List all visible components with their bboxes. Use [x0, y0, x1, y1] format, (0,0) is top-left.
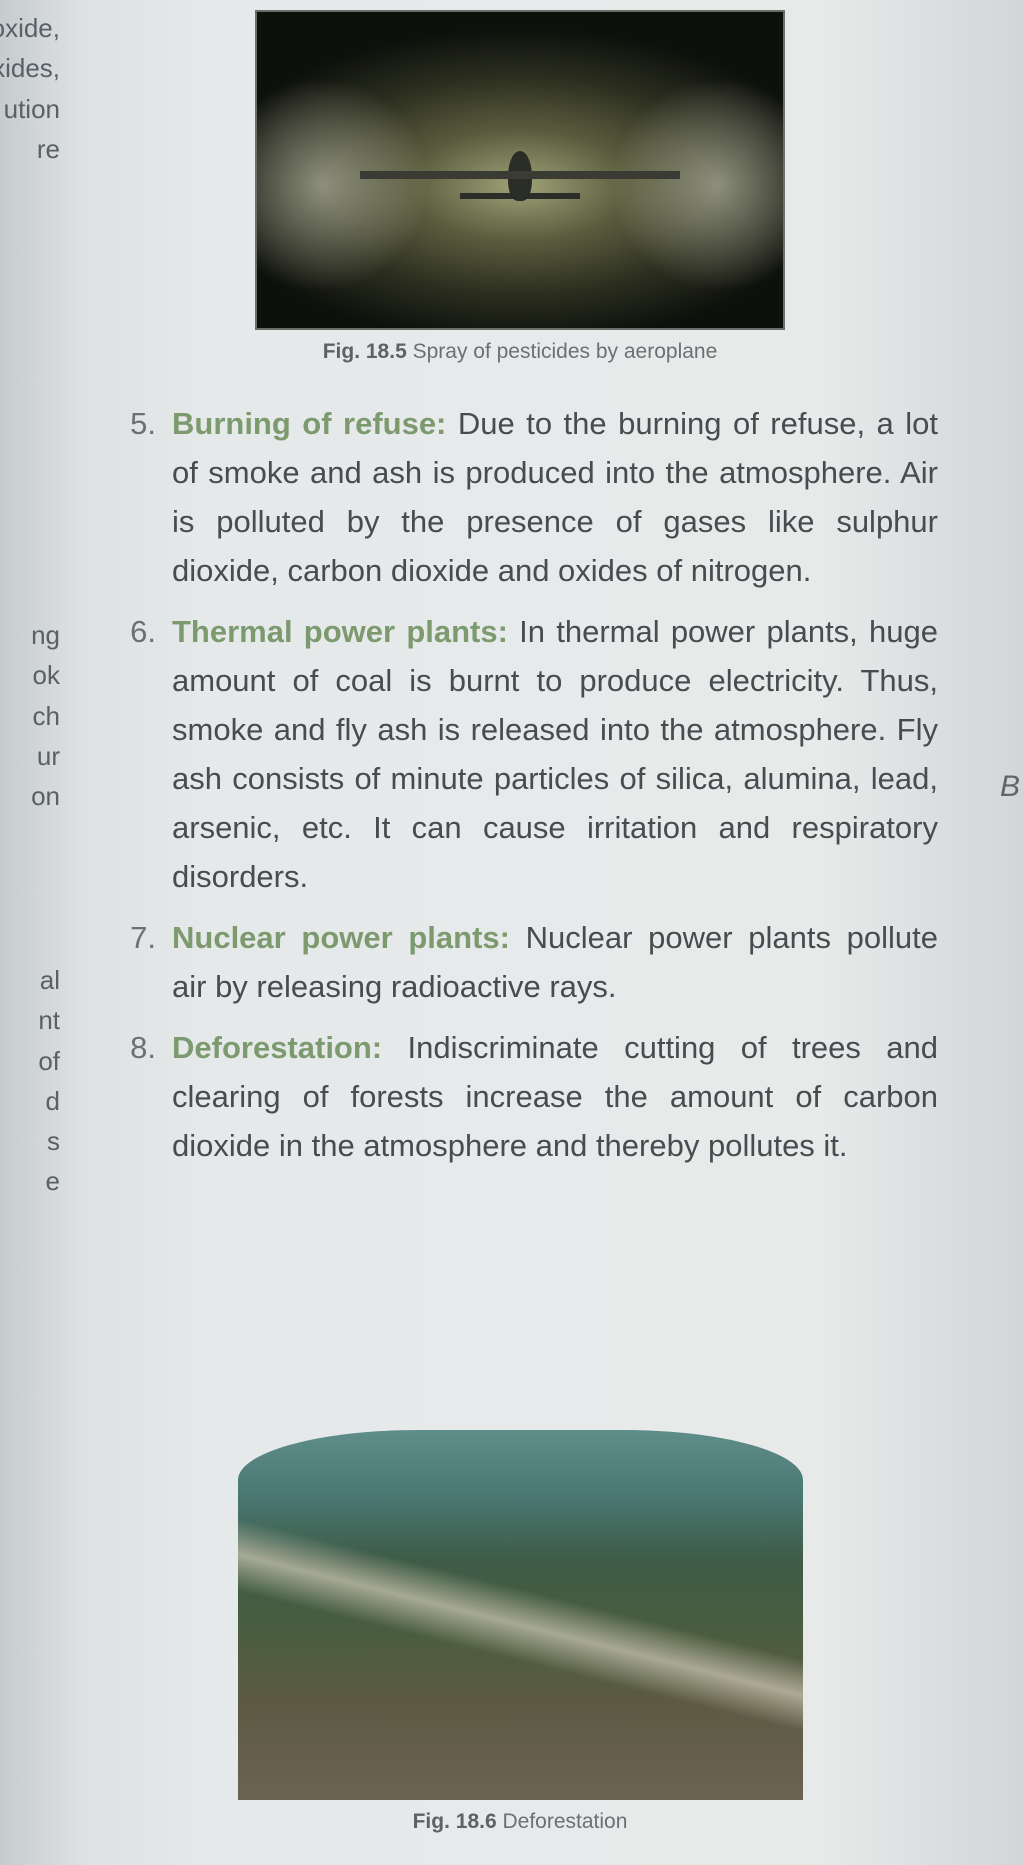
item-body: Deforestation: Indiscriminate cutting of… [172, 1024, 938, 1171]
fragment: ur [31, 736, 66, 776]
figure-18-5: Fig. 18.5 Spray of pesticides by aeropla… [160, 10, 880, 364]
fragment: e [38, 1161, 66, 1201]
fragment: nt [38, 1000, 66, 1040]
item-number: 5. [118, 400, 172, 596]
fragment: of [38, 1041, 66, 1081]
spray-cloud-right [613, 75, 785, 295]
fragment: s [38, 1121, 66, 1161]
caption-text: Deforestation [497, 1810, 628, 1833]
cleared-trail [238, 1509, 803, 1755]
fragment: oxide, [0, 8, 66, 48]
fragment: al [38, 960, 66, 1000]
item-number: 7. [118, 914, 172, 1012]
item-heading: Thermal power plants: [172, 614, 508, 649]
fragment: ution [0, 89, 66, 129]
list-item: 7. Nuclear power plants: Nuclear power p… [118, 914, 938, 1012]
item-body: Nuclear power plants: Nuclear power plan… [172, 914, 938, 1012]
fragment: xides, [0, 48, 66, 88]
fragment: ng [31, 615, 66, 655]
caption-number: Fig. 18.6 [413, 1810, 497, 1833]
spray-cloud-left [255, 75, 427, 295]
item-heading: Nuclear power plants: [172, 920, 510, 955]
fragment: ch [31, 696, 66, 736]
list-item: 8. Deforestation: Indiscriminate cutting… [118, 1024, 938, 1171]
fragment: ok [31, 655, 66, 695]
figure-caption: Fig. 18.5 Spray of pesticides by aeropla… [323, 340, 718, 364]
fragment: on [31, 776, 66, 816]
item-number: 8. [118, 1024, 172, 1171]
aeroplane-spray-image [255, 10, 785, 330]
figure-caption: Fig. 18.6 Deforestation [413, 1810, 628, 1834]
item-body: Burning of refuse: Due to the burning of… [172, 400, 938, 596]
fragment: d [38, 1081, 66, 1121]
figure-18-6: Fig. 18.6 Deforestation [160, 1430, 880, 1834]
item-body: Thermal power plants: In thermal power p… [172, 608, 938, 902]
item-text: In thermal power plants, huge amount of … [172, 614, 938, 894]
right-margin-annotation: B [1000, 770, 1020, 804]
item-number: 6. [118, 608, 172, 902]
aeroplane-icon [508, 151, 532, 201]
list-item: 5. Burning of refuse: Due to the burning… [118, 400, 938, 596]
fragment: re [0, 129, 66, 169]
item-heading: Burning of refuse: [172, 406, 446, 441]
item-heading: Deforestation: [172, 1030, 382, 1065]
caption-number: Fig. 18.5 [323, 340, 407, 363]
caption-text: Spray of pesticides by aeroplane [407, 340, 718, 363]
list-item: 6. Thermal power plants: In thermal powe… [118, 608, 938, 902]
deforestation-image [238, 1430, 803, 1800]
numbered-list: 5. Burning of refuse: Due to the burning… [118, 400, 938, 1183]
textbook-page: oxide, xides, ution re ng ok ch ur on al… [0, 0, 1024, 1865]
